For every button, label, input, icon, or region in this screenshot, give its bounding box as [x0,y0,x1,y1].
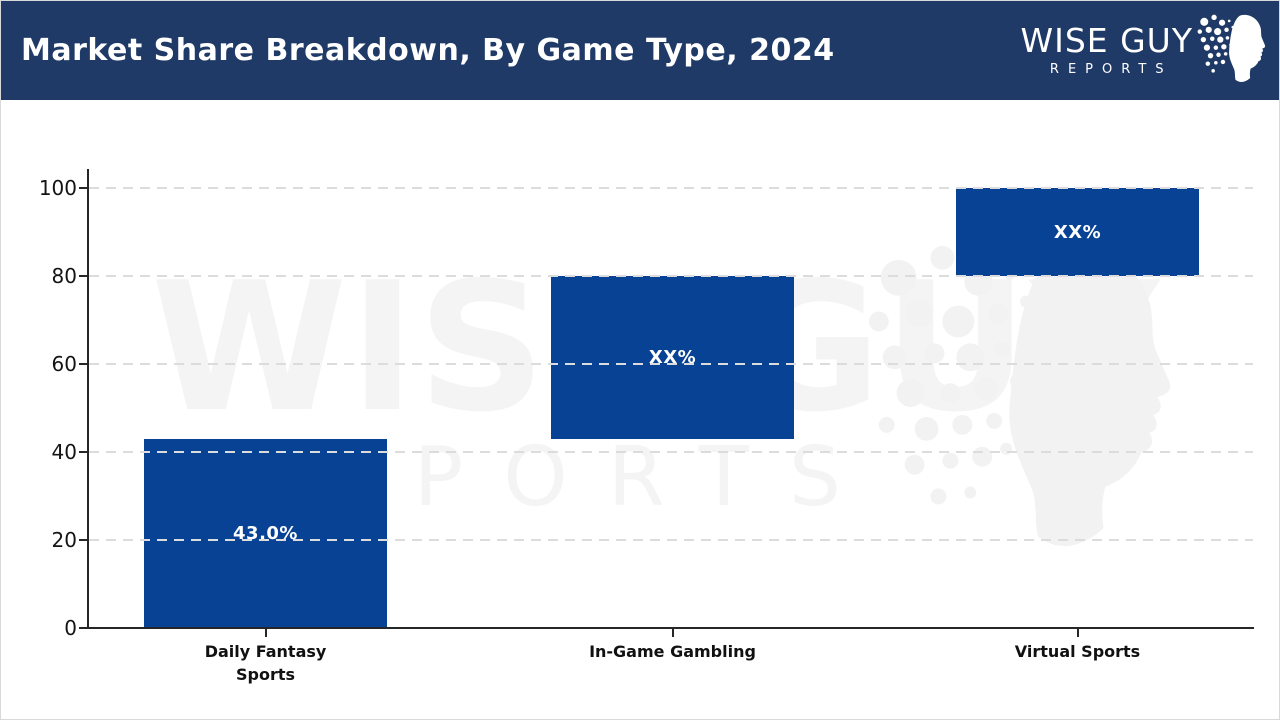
gridline-y-40 [89,451,1253,453]
y-tick-0 [79,627,87,629]
y-axis-spine [87,169,89,629]
bar-in-game-gambling: XX% [551,276,794,439]
x-axis-spine [87,627,1254,629]
bar-value-label: XX% [648,346,697,368]
y-tick-label-40: 40 [51,440,77,464]
y-tick-label-80: 80 [51,264,77,288]
logo-subtext: REPORTS [1049,62,1173,77]
bar-value-label: XX% [1053,221,1102,243]
page-title: Market Share Breakdown, By Game Type, 20… [21,33,835,68]
y-tick-80 [79,275,87,277]
y-tick-20 [79,539,87,541]
x-tick-0 [264,629,267,637]
x-category-label: Virtual Sports [1014,642,1141,661]
y-tick-40 [79,451,87,453]
y-tick-100 [79,187,87,189]
y-tick-label-60: 60 [51,352,77,376]
x-category-label: In-Game Gambling [589,642,756,661]
bar-value-label: 43.0% [233,522,298,544]
bar-daily-fantasy-sports: 43.0% [144,438,387,628]
y-tick-60 [79,363,87,365]
x-tick-1 [671,629,674,637]
y-tick-label-0: 0 [64,616,77,640]
header: Market Share Breakdown, By Game Type, 20… [1,1,1279,100]
x-tick-2 [1076,629,1079,637]
y-tick-label-100: 100 [38,176,77,200]
logo-face-profile-icon [1197,14,1266,82]
gridline-y-80 [89,275,1253,277]
logo-text: WISE GUY REPORTS [1020,24,1193,77]
bar-virtual-sports: XX% [956,188,1199,276]
gridline-y-20 [89,539,1253,541]
logo-wordmark: WISE GUY [1020,21,1193,60]
brand-logo: WISE GUY REPORTS [1020,12,1271,90]
y-tick-label-20: 20 [51,528,77,552]
gridline-y-60 [89,363,1253,365]
x-category-label: Daily Fantasy Sports [204,642,327,684]
gridline-y-100 [89,187,1253,189]
